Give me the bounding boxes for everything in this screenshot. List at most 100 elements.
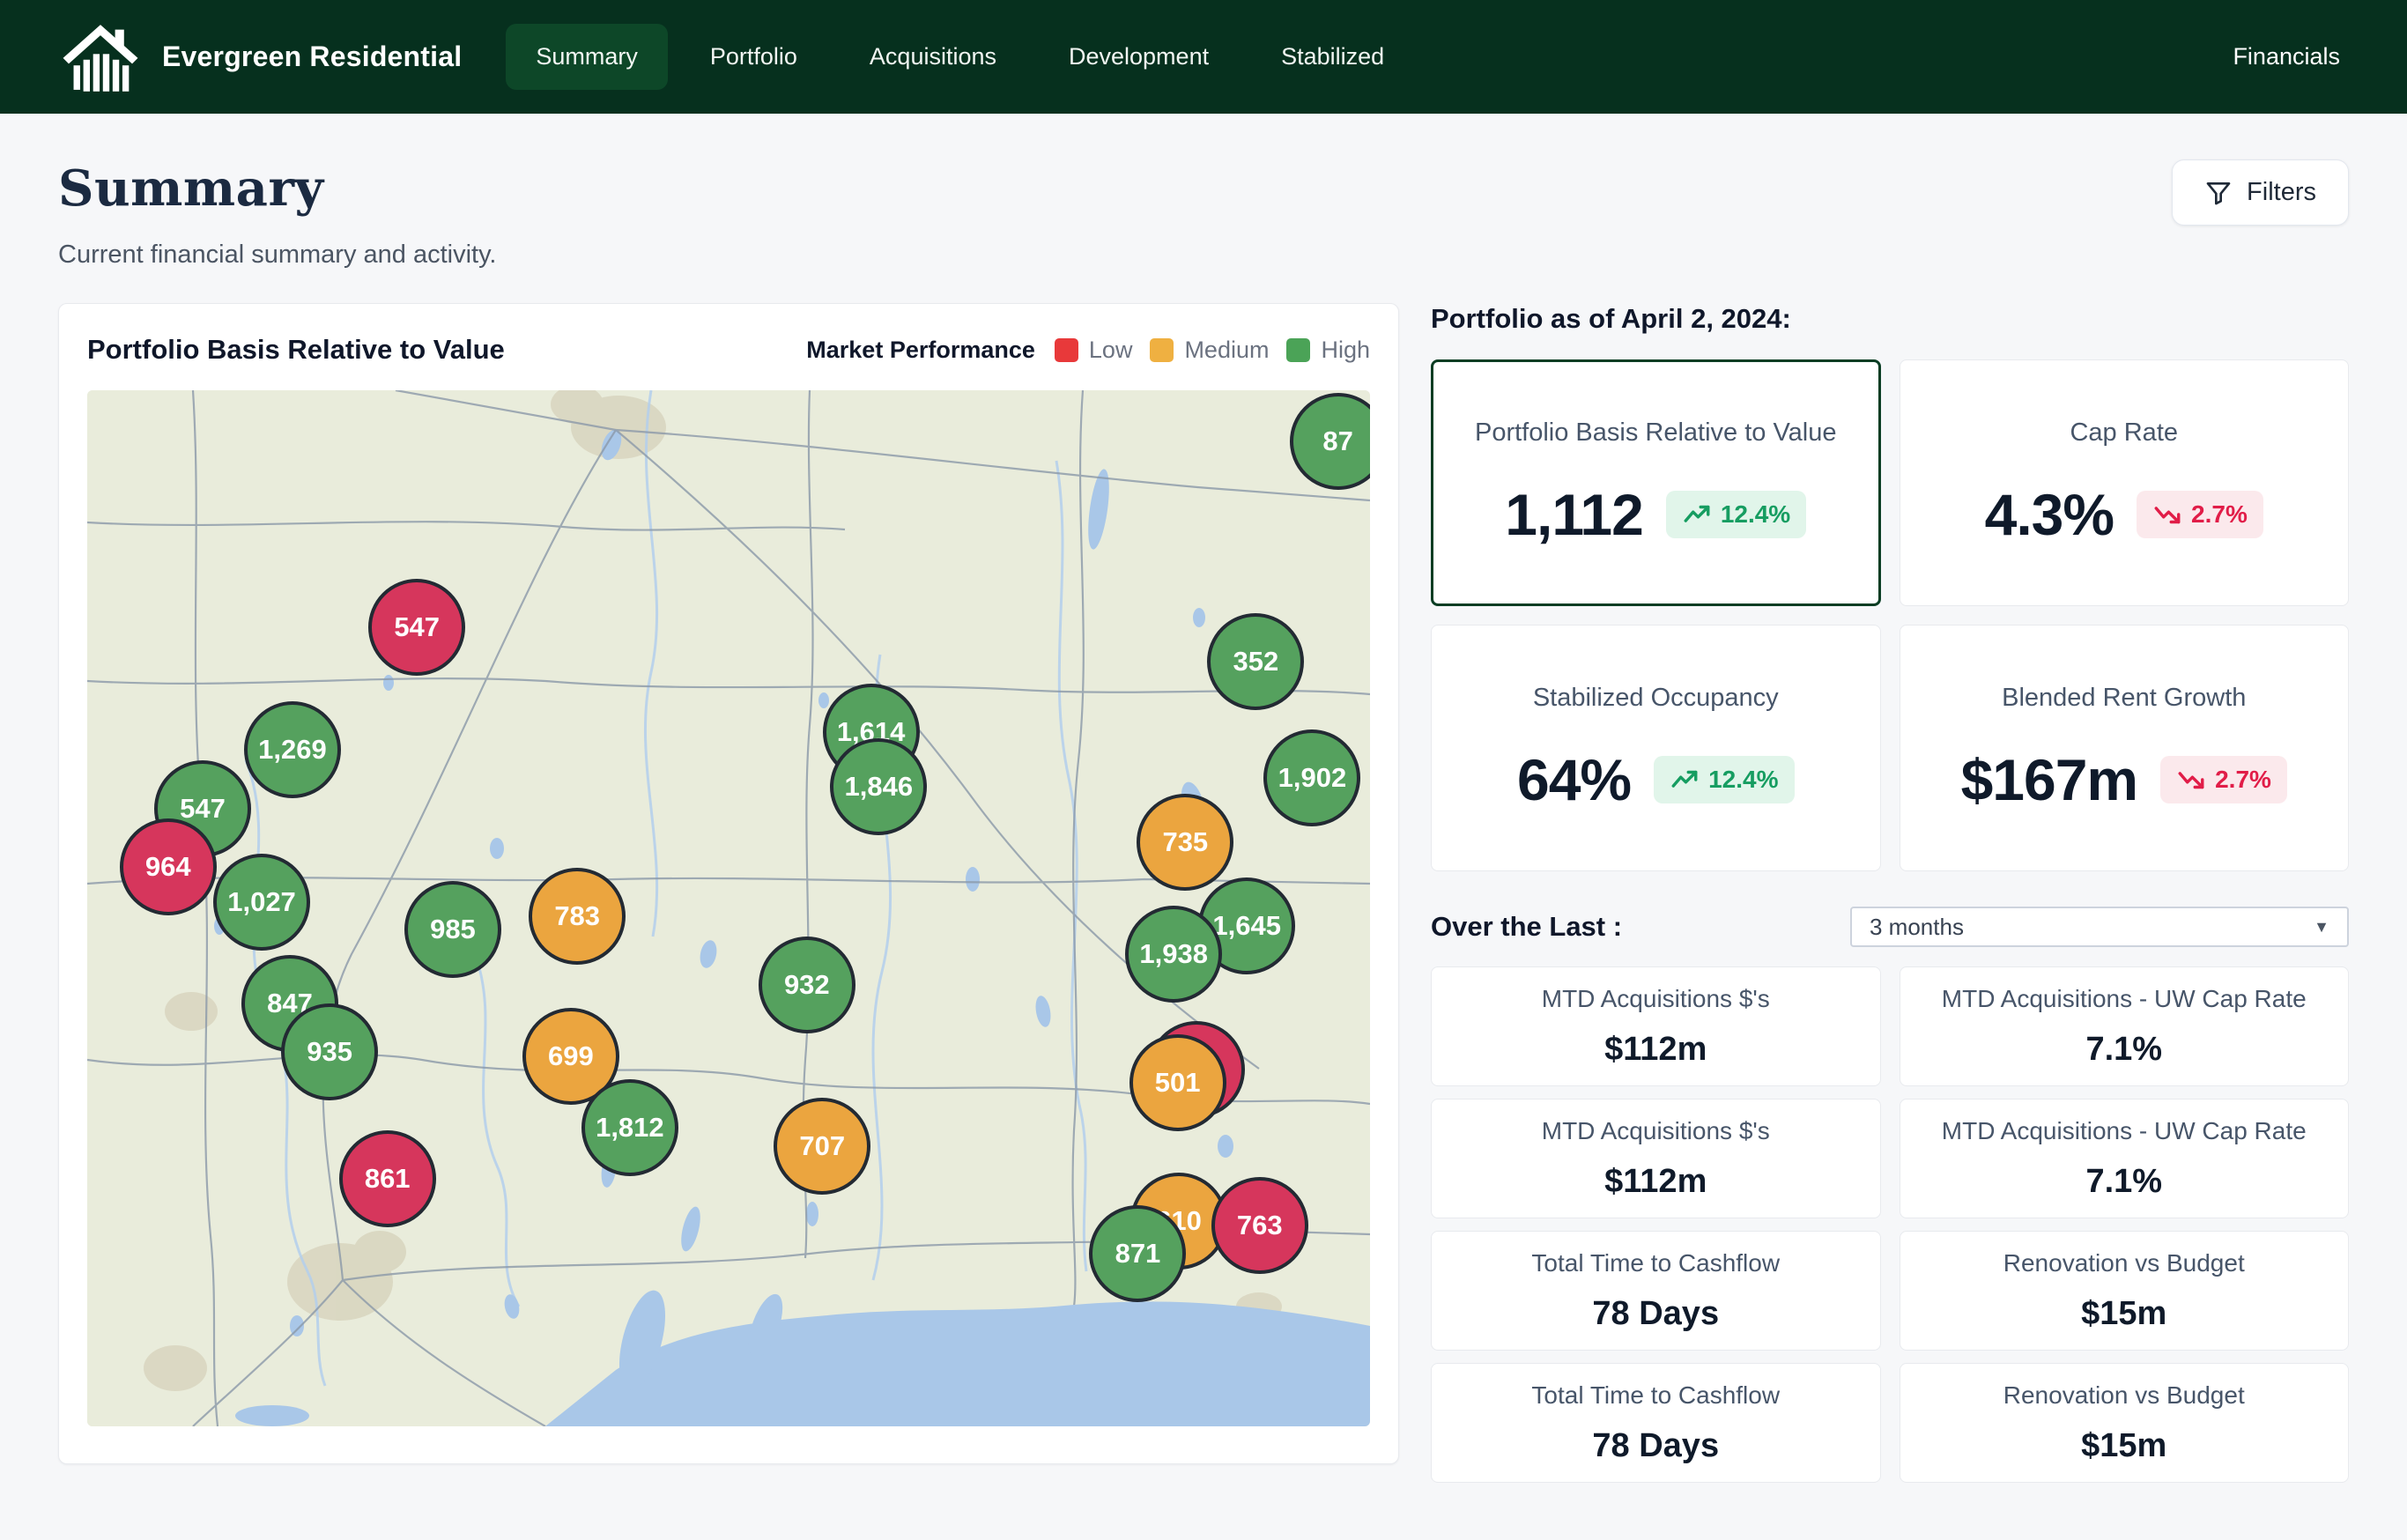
map-marker[interactable]: 1,027 — [213, 853, 311, 951]
legend-label: High — [1321, 336, 1370, 363]
nav-item-financials[interactable]: Financials — [2233, 43, 2340, 70]
metric-value: 7.1% — [2085, 1030, 2163, 1068]
map-marker[interactable]: 935 — [281, 1003, 379, 1101]
trend-down-icon — [2178, 771, 2204, 789]
legend-item-high: High — [1286, 337, 1370, 364]
map-marker[interactable]: 547 — [368, 579, 466, 677]
legend-item-low: Low — [1054, 336, 1133, 364]
legend-label: Medium — [1184, 336, 1270, 363]
brand-name: Evergreen Residential — [162, 41, 463, 72]
chevron-down-icon: ▼ — [2314, 917, 2329, 936]
map-panel: Portfolio Basis Relative to Value Market… — [58, 303, 1399, 1464]
kpi-value: 64% — [1516, 746, 1632, 812]
kpi-grid: Portfolio Basis Relative to Value 1,112 12… — [1431, 359, 2349, 871]
metric-label: Renovation vs Budget — [2003, 1381, 2245, 1409]
metric-label: MTD Acquisitions - UW Cap Rate — [1941, 984, 2307, 1012]
page-header: Summary Current financial summary and ac… — [0, 114, 2407, 270]
page-subtitle: Current financial summary and activity. — [58, 241, 497, 269]
kpi-label: Portfolio Basis Relative to Value — [1474, 418, 1837, 447]
trend-up-icon — [1684, 505, 1710, 522]
metric-value: $112m — [1604, 1030, 1707, 1068]
kpi-card-blended-rent-growth[interactable]: Blended Rent Growth $167m 2.7% — [1899, 625, 2349, 871]
metric-card-mtd-acquisitions-s: MTD Acquisitions $'s $112m — [1431, 1099, 1881, 1218]
page-title: Summary — [58, 159, 324, 218]
legend-label: Low — [1088, 336, 1133, 363]
metric-card-total-time-to-cashflow: Total Time to Cashflow 78 Days — [1431, 1363, 1881, 1483]
metric-label: MTD Acquisitions - UW Cap Rate — [1941, 1116, 2307, 1144]
kpi-value: 1,112 — [1505, 481, 1644, 547]
kpi-card-portfolio-basis-relative-to-value[interactable]: Portfolio Basis Relative to Value 1,112 12… — [1431, 359, 1881, 606]
filters-label: Filters — [2247, 178, 2316, 206]
kpi-label: Stabilized Occupancy — [1532, 683, 1779, 712]
map-marker[interactable]: 1,269 — [243, 701, 341, 799]
metric-value: 7.1% — [2085, 1162, 2163, 1200]
kpi-change-value: 12.4% — [1720, 500, 1791, 528]
legend-items: Low Medium High — [1054, 336, 1370, 364]
nav-item-stabilized[interactable]: Stabilized — [1281, 43, 1385, 70]
map-marker[interactable]: 1,812 — [581, 1079, 678, 1177]
metric-card-mtd-acquisitions-s: MTD Acquisitions $'s $112m — [1431, 966, 1881, 1086]
kpi-change-value: 2.7% — [2191, 500, 2248, 528]
kpi-change-badge-down: 2.7% — [2137, 490, 2263, 538]
brand[interactable]: Evergreen Residential — [58, 20, 462, 94]
period-select-value: 3 months — [1870, 913, 1964, 940]
trend-down-icon — [2154, 506, 2181, 523]
kpi-value: 4.3% — [1984, 481, 2114, 547]
metric-card-mtd-acquisitions-uw-cap-rate: MTD Acquisitions - UW Cap Rate 7.1% — [1899, 966, 2349, 1086]
nav-item-summary[interactable]: Summary — [506, 24, 668, 90]
kpi-card-cap-rate[interactable]: Cap Rate 4.3% 2.7% — [1899, 359, 2349, 606]
map-marker[interactable]: 763 — [1211, 1176, 1308, 1274]
map-marker[interactable]: 735 — [1137, 793, 1234, 891]
metric-label: MTD Acquisitions $'s — [1541, 984, 1770, 1012]
kpi-change-badge-down: 2.7% — [2160, 755, 2287, 803]
nav-item-development[interactable]: Development — [1069, 43, 1210, 70]
map-panel-title: Portfolio Basis Relative to Value — [87, 334, 505, 365]
metric-value: 78 Days — [1592, 1426, 1720, 1464]
period-select[interactable]: 3 months ▼ — [1850, 907, 2349, 947]
metric-card-total-time-to-cashflow: Total Time to Cashflow 78 Days — [1431, 1231, 1881, 1351]
legend-title: Market Performance — [806, 336, 1035, 363]
legend-swatch-medium — [1150, 337, 1174, 362]
metric-card-renovation-vs-budget: Renovation vs Budget $15m — [1899, 1363, 2349, 1483]
nav-item-portfolio[interactable]: Portfolio — [709, 43, 797, 70]
map-marker[interactable]: 861 — [338, 1129, 436, 1227]
map-marker[interactable]: 783 — [529, 868, 626, 966]
map-marker-layer: 87 547 352 1,269 1,614 1,846 1,902 547 964 1,027 7… — [87, 390, 1370, 1426]
map-marker[interactable]: 1,645 — [1198, 877, 1296, 974]
trend-up-icon — [1671, 770, 1698, 788]
legend-swatch-high — [1286, 337, 1311, 362]
map-marker[interactable]: 707 — [774, 1098, 871, 1196]
kpi-change-badge-up: 12.4% — [1665, 490, 1807, 538]
filters-button[interactable]: Filters — [2172, 159, 2349, 226]
nav-item-acquisitions[interactable]: Acquisitions — [869, 43, 996, 70]
map-legend: Market Performance Low Medium High — [806, 337, 1370, 364]
kpi-label: Blended Rent Growth — [2002, 683, 2247, 712]
legend-item-medium: Medium — [1150, 337, 1269, 364]
metric-label: Total Time to Cashflow — [1531, 1381, 1781, 1409]
portfolio-heading: Portfolio as of April 2, 2024: — [1431, 303, 1791, 334]
map-marker[interactable]: 1,902 — [1263, 729, 1361, 826]
metric-value: $15m — [2081, 1294, 2167, 1332]
map-marker[interactable]: 1,938 — [1125, 905, 1223, 1003]
metric-label: Renovation vs Budget — [2003, 1248, 2245, 1277]
kpi-change-badge-up: 12.4% — [1654, 755, 1795, 803]
map-marker[interactable]: 871 — [1089, 1204, 1187, 1302]
top-nav: Evergreen Residential Summary Portfolio Ac… — [0, 0, 2407, 114]
kpi-label: Cap Rate — [2070, 418, 2178, 447]
map-marker[interactable]: 964 — [119, 818, 217, 915]
map-marker[interactable]: 501 — [1129, 1033, 1226, 1131]
map-marker[interactable]: 1,846 — [830, 738, 928, 836]
map[interactable]: 87 547 352 1,269 1,614 1,846 1,902 547 964 1,027 7… — [87, 390, 1370, 1426]
map-marker[interactable]: 352 — [1207, 613, 1305, 711]
metric-card-mtd-acquisitions-uw-cap-rate: MTD Acquisitions - UW Cap Rate 7.1% — [1899, 1099, 2349, 1218]
metric-value: $15m — [2081, 1426, 2167, 1464]
metric-grid: MTD Acquisitions $'s $112m MTD Acquisition… — [1431, 966, 2349, 1483]
legend-swatch-low — [1054, 337, 1078, 362]
kpi-card-stabilized-occupancy[interactable]: Stabilized Occupancy 64% 12.4% — [1431, 625, 1881, 871]
map-marker[interactable]: 87 — [1289, 392, 1370, 490]
kpi-change-value: 2.7% — [2215, 765, 2271, 793]
map-marker[interactable]: 932 — [758, 937, 855, 1034]
kpi-change-value: 12.4% — [1708, 765, 1779, 793]
map-marker[interactable]: 985 — [404, 880, 501, 978]
metric-card-renovation-vs-budget: Renovation vs Budget $15m — [1899, 1231, 2349, 1351]
